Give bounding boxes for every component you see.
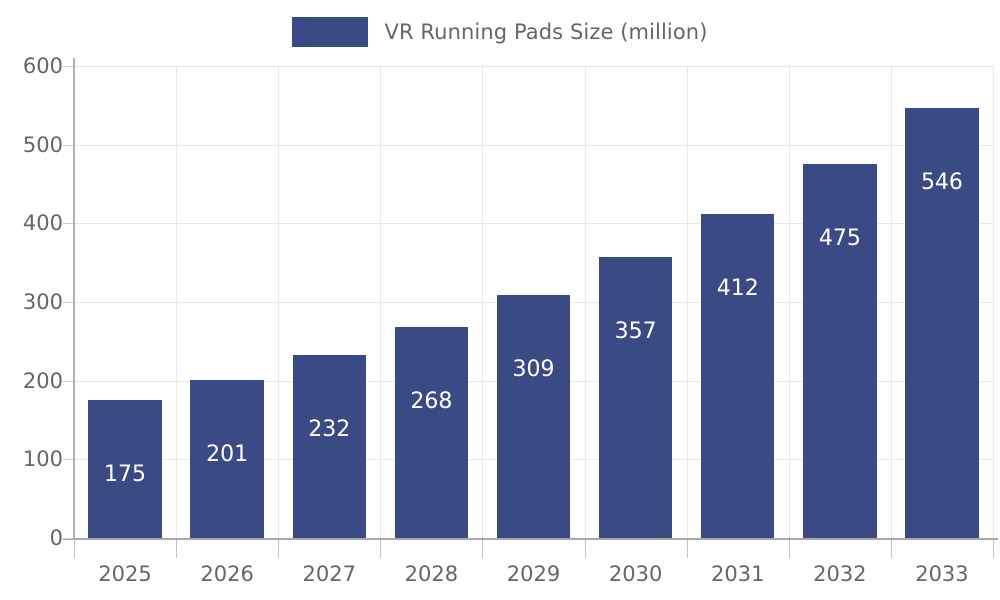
y-axis-tick-mark bbox=[63, 144, 73, 146]
bar[interactable] bbox=[700, 213, 775, 538]
gridline-horizontal bbox=[74, 223, 993, 225]
x-axis-tick-label: 2033 bbox=[915, 562, 969, 586]
x-axis-tick-mark bbox=[278, 540, 280, 558]
bar-value-label: 357 bbox=[614, 319, 657, 345]
bar[interactable] bbox=[803, 164, 877, 538]
bar[interactable] bbox=[905, 108, 979, 538]
bar[interactable] bbox=[598, 257, 673, 538]
x-axis-tick-mark bbox=[74, 540, 75, 558]
gridline-horizontal bbox=[74, 144, 993, 146]
y-axis-tick-mark bbox=[63, 380, 73, 382]
y-axis-tick-mark bbox=[63, 66, 73, 67]
x-axis-tick-mark bbox=[482, 540, 484, 558]
y-axis-tick-label: 400 bbox=[22, 211, 63, 236]
chart-legend: VR Running Pads Size (million) bbox=[0, 10, 1000, 54]
legend-label-vr-running-pads: VR Running Pads Size (million) bbox=[384, 20, 708, 44]
y-axis-tick-mark bbox=[63, 459, 73, 461]
x-axis-tick-mark bbox=[993, 540, 994, 558]
bar[interactable] bbox=[292, 355, 367, 538]
x-axis-tick-label: 2025 bbox=[98, 562, 152, 586]
bar-value-label: 309 bbox=[512, 356, 555, 382]
bar-value-label: 412 bbox=[716, 275, 759, 301]
x-axis-tick-label: 2031 bbox=[710, 562, 765, 586]
x-axis-tick-label: 2030 bbox=[608, 562, 663, 586]
bar[interactable] bbox=[496, 294, 571, 538]
x-axis-tick-mark bbox=[788, 540, 790, 558]
y-axis-tick-label: 0 bbox=[49, 526, 63, 550]
y-axis-tick-label: 600 bbox=[22, 54, 63, 78]
bar[interactable] bbox=[190, 379, 264, 538]
gridline-horizontal bbox=[74, 66, 993, 67]
x-axis-tick-label: 2032 bbox=[813, 562, 867, 586]
x-axis-tick-mark bbox=[890, 540, 892, 558]
gridline-vertical bbox=[380, 66, 381, 538]
x-axis-tick-mark bbox=[584, 540, 586, 558]
gridline-vertical bbox=[278, 66, 279, 538]
y-axis-tick-mark bbox=[63, 223, 73, 225]
x-axis-tick-mark bbox=[686, 540, 688, 558]
x-axis-line bbox=[63, 538, 998, 540]
y-axis-line bbox=[73, 58, 75, 540]
x-axis-tick-label: 2026 bbox=[200, 562, 254, 586]
bar[interactable] bbox=[394, 327, 469, 538]
y-axis-tick-mark bbox=[63, 538, 73, 539]
gridline-vertical bbox=[891, 66, 892, 538]
bar-value-label: 175 bbox=[104, 462, 147, 488]
legend-swatch-vr-running-pads[interactable] bbox=[292, 17, 369, 47]
bar-value-label: 232 bbox=[308, 417, 351, 443]
gridline-vertical bbox=[789, 66, 790, 538]
bar[interactable] bbox=[88, 400, 162, 538]
bar-value-label: 268 bbox=[410, 389, 453, 415]
gridline-vertical bbox=[176, 66, 177, 538]
y-axis-tick-label: 200 bbox=[22, 368, 63, 393]
y-axis-tick-mark bbox=[63, 302, 73, 303]
gridline-vertical bbox=[687, 66, 688, 538]
x-axis-tick-label: 2028 bbox=[404, 562, 459, 586]
bar-value-label: 475 bbox=[818, 226, 861, 252]
y-axis-labels: 0 100 200 300 400 500 600 bbox=[0, 0, 63, 600]
x-axis-tick-mark bbox=[176, 540, 178, 558]
y-axis-tick-label: 100 bbox=[22, 447, 63, 472]
y-axis-tick-label: 500 bbox=[22, 132, 63, 157]
x-axis-tick-mark bbox=[380, 540, 382, 558]
bar-value-label: 201 bbox=[206, 441, 249, 467]
x-axis-tick-label: 2029 bbox=[506, 562, 561, 586]
bar-value-label: 546 bbox=[920, 170, 963, 196]
gridline-vertical bbox=[585, 66, 586, 538]
gridline-vertical bbox=[482, 66, 483, 538]
x-axis-tick-label: 2027 bbox=[302, 562, 356, 586]
y-axis-tick-label: 300 bbox=[22, 290, 63, 314]
gridline-vertical bbox=[993, 66, 994, 538]
